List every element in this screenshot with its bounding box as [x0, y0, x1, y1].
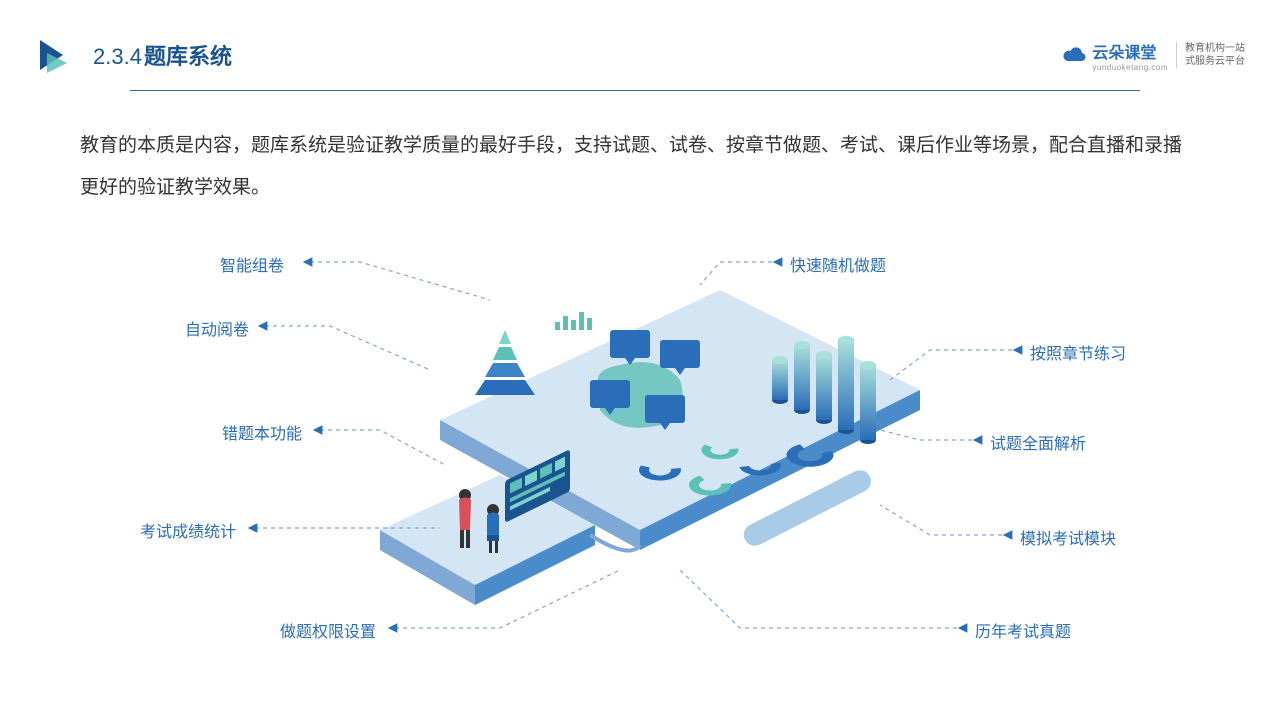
isometric-illustration — [380, 270, 940, 630]
slide-description: 教育的本质是内容，题库系统是验证教学质量的最好手段，支持试题、试卷、按章节做题、… — [80, 125, 1200, 209]
section-title: 题库系统 — [144, 44, 232, 69]
brand-logo: 云朵课堂 yunduoketang.com — [1062, 39, 1168, 72]
slide-header: 2.3.4题库系统 云朵课堂 yunduoketang.com 教育机构一站 式… — [35, 35, 1245, 75]
feature-left-0: 智能组卷 — [220, 252, 284, 276]
cloud-icon — [1062, 45, 1088, 65]
pyramid-chart — [475, 330, 535, 395]
feature-diagram: 智能组卷自动阅卷错题本功能考试成绩统计做题权限设置 快速随机做题按照章节练习试题… — [0, 230, 1280, 680]
feature-right-0: 快速随机做题 — [790, 252, 886, 276]
feature-right-1: 按照章节练习 — [1030, 340, 1126, 364]
feature-right-4: 历年考试真题 — [975, 618, 1071, 642]
feature-left-2: 错题本功能 — [222, 420, 302, 444]
arrow-icon — [35, 35, 75, 75]
brand-name: 云朵课堂 — [1092, 39, 1168, 63]
title-group: 2.3.4题库系统 — [35, 35, 232, 75]
feature-left-4: 做题权限设置 — [280, 618, 376, 642]
feature-right-2: 试题全面解析 — [990, 430, 1086, 454]
section-heading: 2.3.4题库系统 — [93, 39, 232, 71]
brand-domain: yunduoketang.com — [1092, 63, 1168, 72]
feature-left-3: 考试成绩统计 — [140, 518, 236, 542]
mini-bar-chart — [555, 312, 592, 330]
section-number: 2.3.4 — [93, 44, 142, 69]
brand-block: 云朵课堂 yunduoketang.com 教育机构一站 式服务云平台 — [1062, 39, 1245, 72]
brand-tagline: 教育机构一站 式服务云平台 — [1176, 42, 1245, 68]
title-underline — [130, 90, 1140, 91]
feature-right-3: 模拟考试模块 — [1020, 525, 1116, 549]
feature-left-1: 自动阅卷 — [185, 316, 249, 340]
